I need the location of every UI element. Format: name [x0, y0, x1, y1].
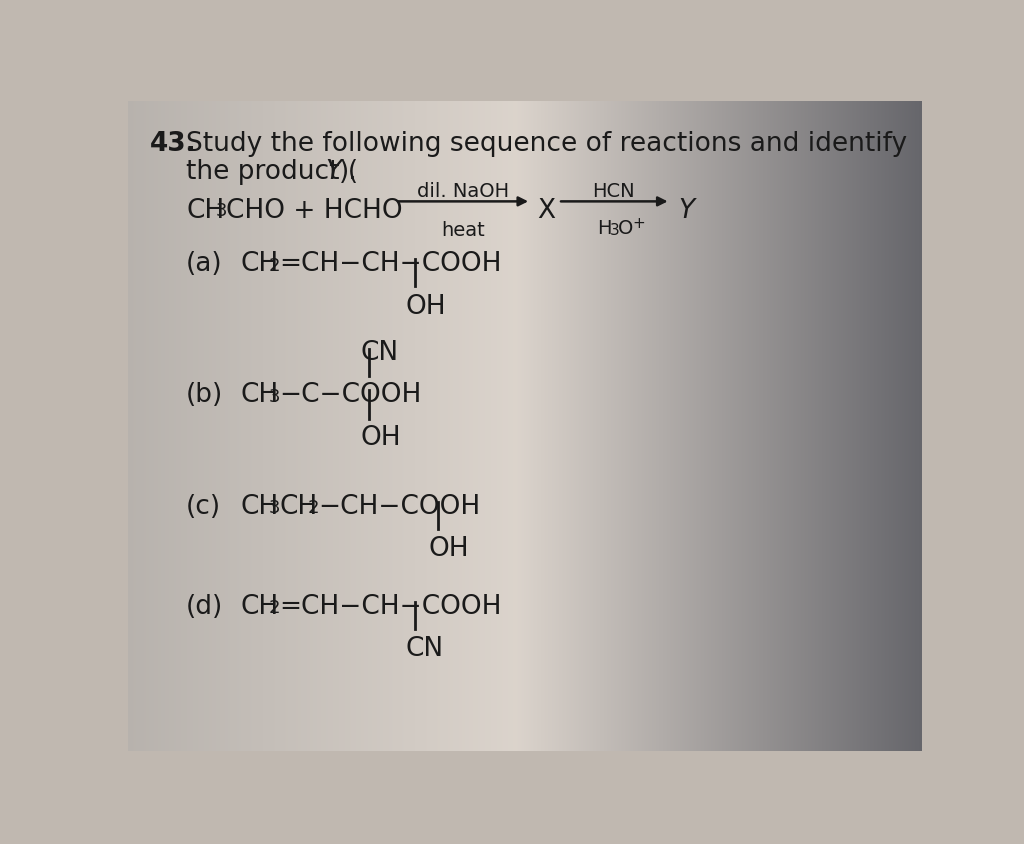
Text: =CH−CH−COOH: =CH−CH−COOH [280, 252, 502, 278]
Text: OH: OH [406, 294, 446, 320]
Text: +: + [633, 216, 645, 231]
Text: CN: CN [406, 636, 443, 663]
Text: CHO + HCHO: CHO + HCHO [225, 197, 402, 224]
Text: (a): (a) [186, 252, 223, 278]
Text: heat: heat [441, 220, 484, 240]
Text: H: H [597, 219, 611, 238]
Text: (b): (b) [186, 382, 223, 408]
Text: (d): (d) [186, 594, 223, 620]
Text: Y: Y [326, 159, 342, 185]
Text: 3: 3 [216, 203, 227, 220]
Text: X: X [538, 197, 555, 224]
Text: −CH−COOH: −CH−COOH [317, 494, 480, 520]
Text: CH: CH [280, 494, 317, 520]
Text: 3: 3 [269, 500, 281, 517]
Text: −C−COOH: −C−COOH [280, 382, 422, 408]
Text: 43.: 43. [150, 131, 197, 156]
Text: 3: 3 [269, 387, 281, 406]
Text: ).: ). [339, 159, 357, 185]
Text: CH: CH [241, 594, 279, 620]
Text: the product (: the product ( [186, 159, 358, 185]
Text: 2: 2 [308, 500, 319, 517]
Text: CH: CH [241, 252, 279, 278]
Text: 3: 3 [610, 223, 620, 238]
Text: OH: OH [429, 536, 469, 562]
Text: CH: CH [186, 197, 224, 224]
Text: Study the following sequence of reactions and identify: Study the following sequence of reaction… [186, 131, 907, 156]
Text: CN: CN [360, 340, 398, 366]
Text: HCN: HCN [593, 182, 635, 201]
Text: =CH−CH−COOH: =CH−CH−COOH [280, 594, 502, 620]
Text: OH: OH [360, 425, 401, 451]
Text: dil. NaOH: dil. NaOH [417, 182, 509, 201]
Text: 2: 2 [269, 257, 281, 275]
Text: CH: CH [241, 382, 279, 408]
Text: O: O [617, 219, 633, 238]
Text: 2: 2 [269, 599, 281, 618]
Text: Y: Y [678, 197, 694, 224]
Text: CH: CH [241, 494, 279, 520]
Text: (c): (c) [186, 494, 221, 520]
